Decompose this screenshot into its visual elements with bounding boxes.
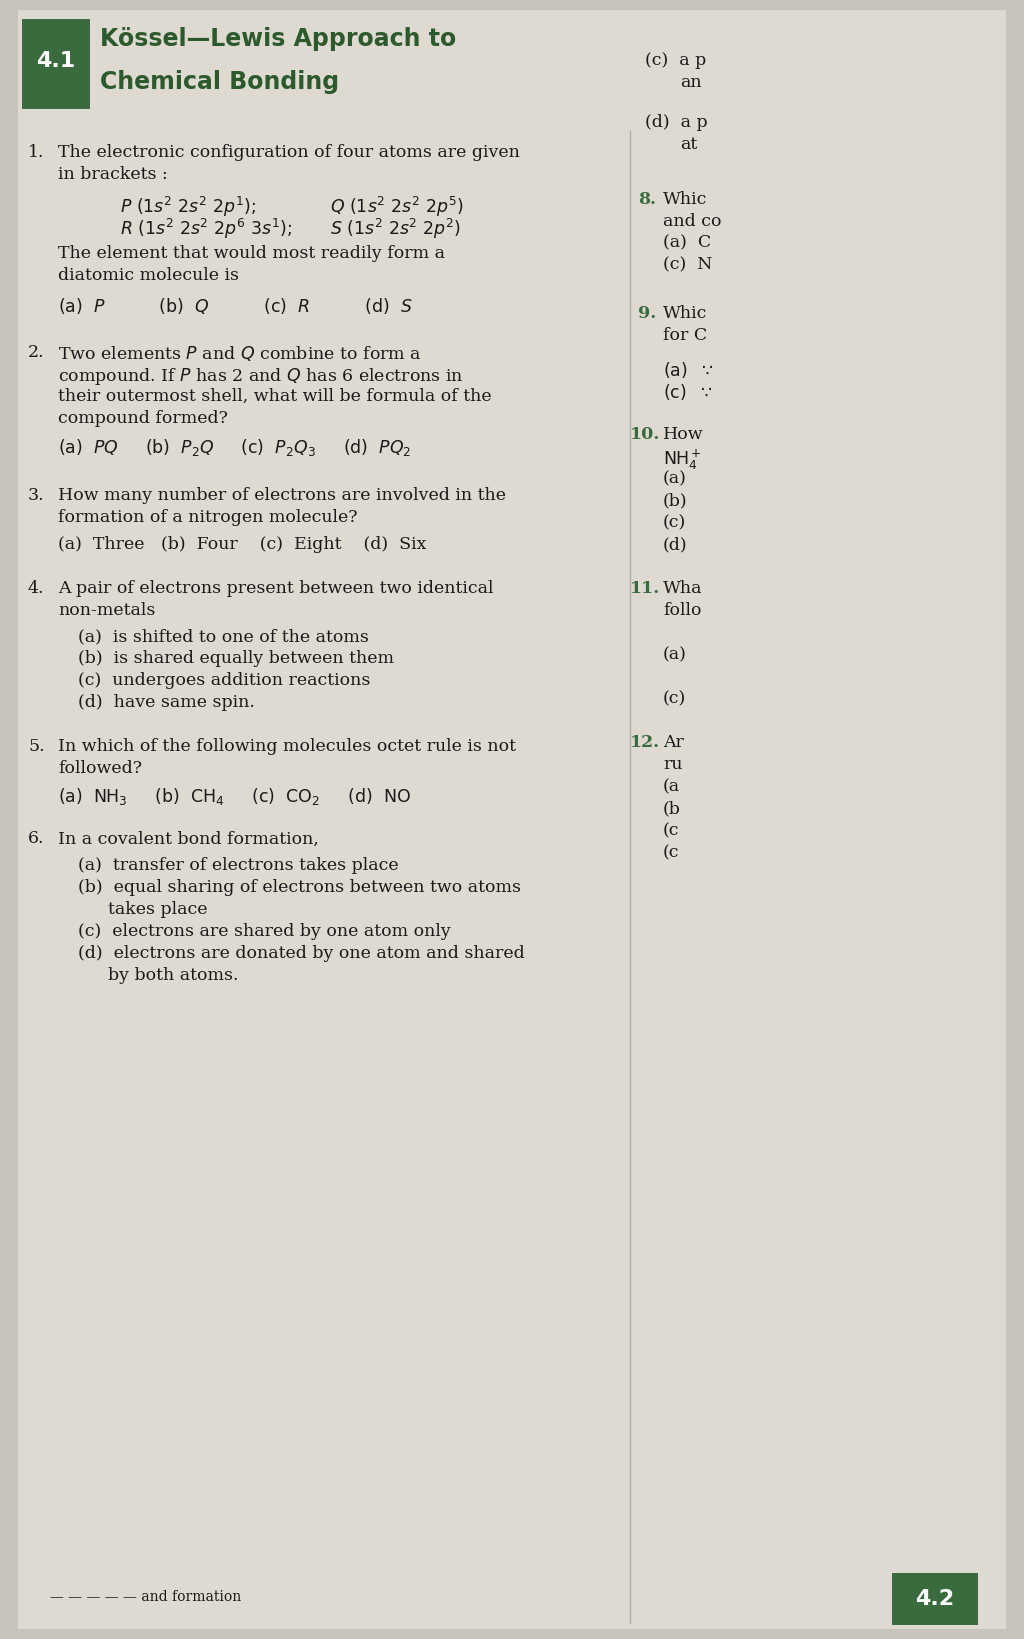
Text: (c): (c) bbox=[663, 515, 686, 531]
Text: diatomic molecule is: diatomic molecule is bbox=[58, 267, 239, 284]
Text: Kössel—Lewis Approach to: Kössel—Lewis Approach to bbox=[100, 26, 457, 51]
Text: for C: for C bbox=[663, 328, 708, 344]
Text: $S$ (1$s^2$ 2$s^2$ 2$p^2$): $S$ (1$s^2$ 2$s^2$ 2$p^2$) bbox=[330, 216, 461, 241]
Text: (a)  transfer of electrons takes place: (a) transfer of electrons takes place bbox=[78, 857, 398, 874]
Text: 10.: 10. bbox=[630, 426, 660, 443]
Text: $R$ (1$s^2$ 2$s^2$ 2$p^6$ 3$s^1$);: $R$ (1$s^2$ 2$s^2$ 2$p^6$ 3$s^1$); bbox=[120, 216, 292, 241]
Text: and co: and co bbox=[663, 213, 722, 229]
Text: (c): (c) bbox=[663, 690, 686, 706]
FancyBboxPatch shape bbox=[18, 10, 1006, 1629]
FancyBboxPatch shape bbox=[22, 20, 90, 110]
Text: (c: (c bbox=[663, 823, 680, 839]
Text: (a)  $PQ$     (b)  $P_2Q$     (c)  $P_2Q_3$     (d)  $PQ_2$: (a) $PQ$ (b) $P_2Q$ (c) $P_2Q_3$ (d) $PQ… bbox=[58, 436, 412, 457]
Text: 2.: 2. bbox=[28, 344, 45, 361]
Text: In a covalent bond formation,: In a covalent bond formation, bbox=[58, 831, 318, 847]
Text: (a): (a) bbox=[663, 646, 687, 664]
Text: ru: ru bbox=[663, 756, 683, 774]
Text: Ar: Ar bbox=[663, 734, 684, 751]
Text: formation of a nitrogen molecule?: formation of a nitrogen molecule? bbox=[58, 510, 357, 526]
Text: (c: (c bbox=[663, 844, 680, 860]
Text: (b: (b bbox=[663, 800, 681, 816]
Text: in brackets :: in brackets : bbox=[58, 166, 168, 184]
Text: 4.2: 4.2 bbox=[915, 1588, 954, 1609]
Text: In which of the following molecules octet rule is not: In which of the following molecules octe… bbox=[58, 738, 516, 756]
FancyBboxPatch shape bbox=[892, 1573, 978, 1624]
Text: 12.: 12. bbox=[630, 734, 660, 751]
Text: compound formed?: compound formed? bbox=[58, 410, 228, 428]
Text: How many number of electrons are involved in the: How many number of electrons are involve… bbox=[58, 487, 506, 505]
Text: (a)  C: (a) C bbox=[663, 234, 712, 252]
Text: 3.: 3. bbox=[28, 487, 45, 505]
Text: 6.: 6. bbox=[28, 831, 44, 847]
Text: (d)  electrons are donated by one atom and shared: (d) electrons are donated by one atom an… bbox=[78, 944, 524, 962]
Text: 11.: 11. bbox=[630, 580, 660, 597]
Text: (b)  equal sharing of electrons between two atoms: (b) equal sharing of electrons between t… bbox=[78, 879, 521, 897]
Text: (c)  undergoes addition reactions: (c) undergoes addition reactions bbox=[78, 672, 371, 688]
Text: (d)  a p: (d) a p bbox=[645, 113, 708, 131]
Text: 4.1: 4.1 bbox=[37, 51, 76, 70]
Text: The electronic configuration of four atoms are given: The electronic configuration of four ato… bbox=[58, 144, 520, 161]
Text: — — — — — and formation: — — — — — and formation bbox=[50, 1590, 242, 1605]
Text: (a)  NH$_3$     (b)  CH$_4$     (c)  CO$_2$     (d)  NO: (a) NH$_3$ (b) CH$_4$ (c) CO$_2$ (d) NO bbox=[58, 787, 411, 808]
Text: (a): (a) bbox=[663, 470, 687, 487]
Text: by both atoms.: by both atoms. bbox=[108, 967, 239, 983]
Text: (d)  have same spin.: (d) have same spin. bbox=[78, 693, 255, 711]
Text: follo: follo bbox=[663, 602, 701, 620]
Text: (c)  $\because$: (c) $\because$ bbox=[663, 382, 713, 402]
Text: (a)  Three   (b)  Four    (c)  Eight    (d)  Six: (a) Three (b) Four (c) Eight (d) Six bbox=[58, 536, 426, 552]
Text: A pair of electrons present between two identical: A pair of electrons present between two … bbox=[58, 580, 494, 597]
Text: Two elements $P$ and $Q$ combine to form a: Two elements $P$ and $Q$ combine to form… bbox=[58, 344, 422, 364]
Text: 1.: 1. bbox=[28, 144, 44, 161]
Text: their outermost shell, what will be formula of the: their outermost shell, what will be form… bbox=[58, 388, 492, 405]
Text: non-metals: non-metals bbox=[58, 602, 156, 618]
Text: Whic: Whic bbox=[663, 190, 708, 208]
Text: Chemical Bonding: Chemical Bonding bbox=[100, 70, 339, 93]
Text: followed?: followed? bbox=[58, 760, 142, 777]
Text: takes place: takes place bbox=[108, 901, 208, 918]
Text: $Q$ (1$s^2$ 2$s^2$ 2$p^5$): $Q$ (1$s^2$ 2$s^2$ 2$p^5$) bbox=[330, 195, 464, 218]
Text: (a)  $\because$: (a) $\because$ bbox=[663, 361, 714, 380]
Text: Whic: Whic bbox=[663, 305, 708, 321]
Text: (a)  $P$          (b)  $Q$          (c)  $R$          (d)  $S$: (a) $P$ (b) $Q$ (c) $R$ (d) $S$ bbox=[58, 295, 413, 316]
Text: (c)  electrons are shared by one atom only: (c) electrons are shared by one atom onl… bbox=[78, 923, 451, 939]
Text: $P$ (1$s^2$ 2$s^2$ 2$p^1$);: $P$ (1$s^2$ 2$s^2$ 2$p^1$); bbox=[120, 195, 256, 218]
Text: Wha: Wha bbox=[663, 580, 702, 597]
Text: 5.: 5. bbox=[28, 738, 45, 756]
Text: NH$_4^+$: NH$_4^+$ bbox=[663, 447, 701, 472]
Text: The element that would most readily form a: The element that would most readily form… bbox=[58, 246, 445, 262]
Text: 4.: 4. bbox=[28, 580, 44, 597]
Text: at: at bbox=[680, 136, 697, 152]
Text: (c)  a p: (c) a p bbox=[645, 52, 707, 69]
Text: (a)  is shifted to one of the atoms: (a) is shifted to one of the atoms bbox=[78, 628, 369, 646]
Text: 8.: 8. bbox=[638, 190, 656, 208]
Text: How: How bbox=[663, 426, 703, 443]
Text: an: an bbox=[680, 74, 701, 92]
Text: (d): (d) bbox=[663, 536, 688, 552]
Text: (b): (b) bbox=[663, 492, 688, 510]
Text: (a: (a bbox=[663, 779, 680, 795]
Text: (b)  is shared equally between them: (b) is shared equally between them bbox=[78, 651, 394, 667]
Text: (c)  N: (c) N bbox=[663, 257, 713, 274]
Text: compound. If $P$ has 2 and $Q$ has 6 electrons in: compound. If $P$ has 2 and $Q$ has 6 ele… bbox=[58, 365, 464, 387]
Text: 9.: 9. bbox=[638, 305, 656, 321]
